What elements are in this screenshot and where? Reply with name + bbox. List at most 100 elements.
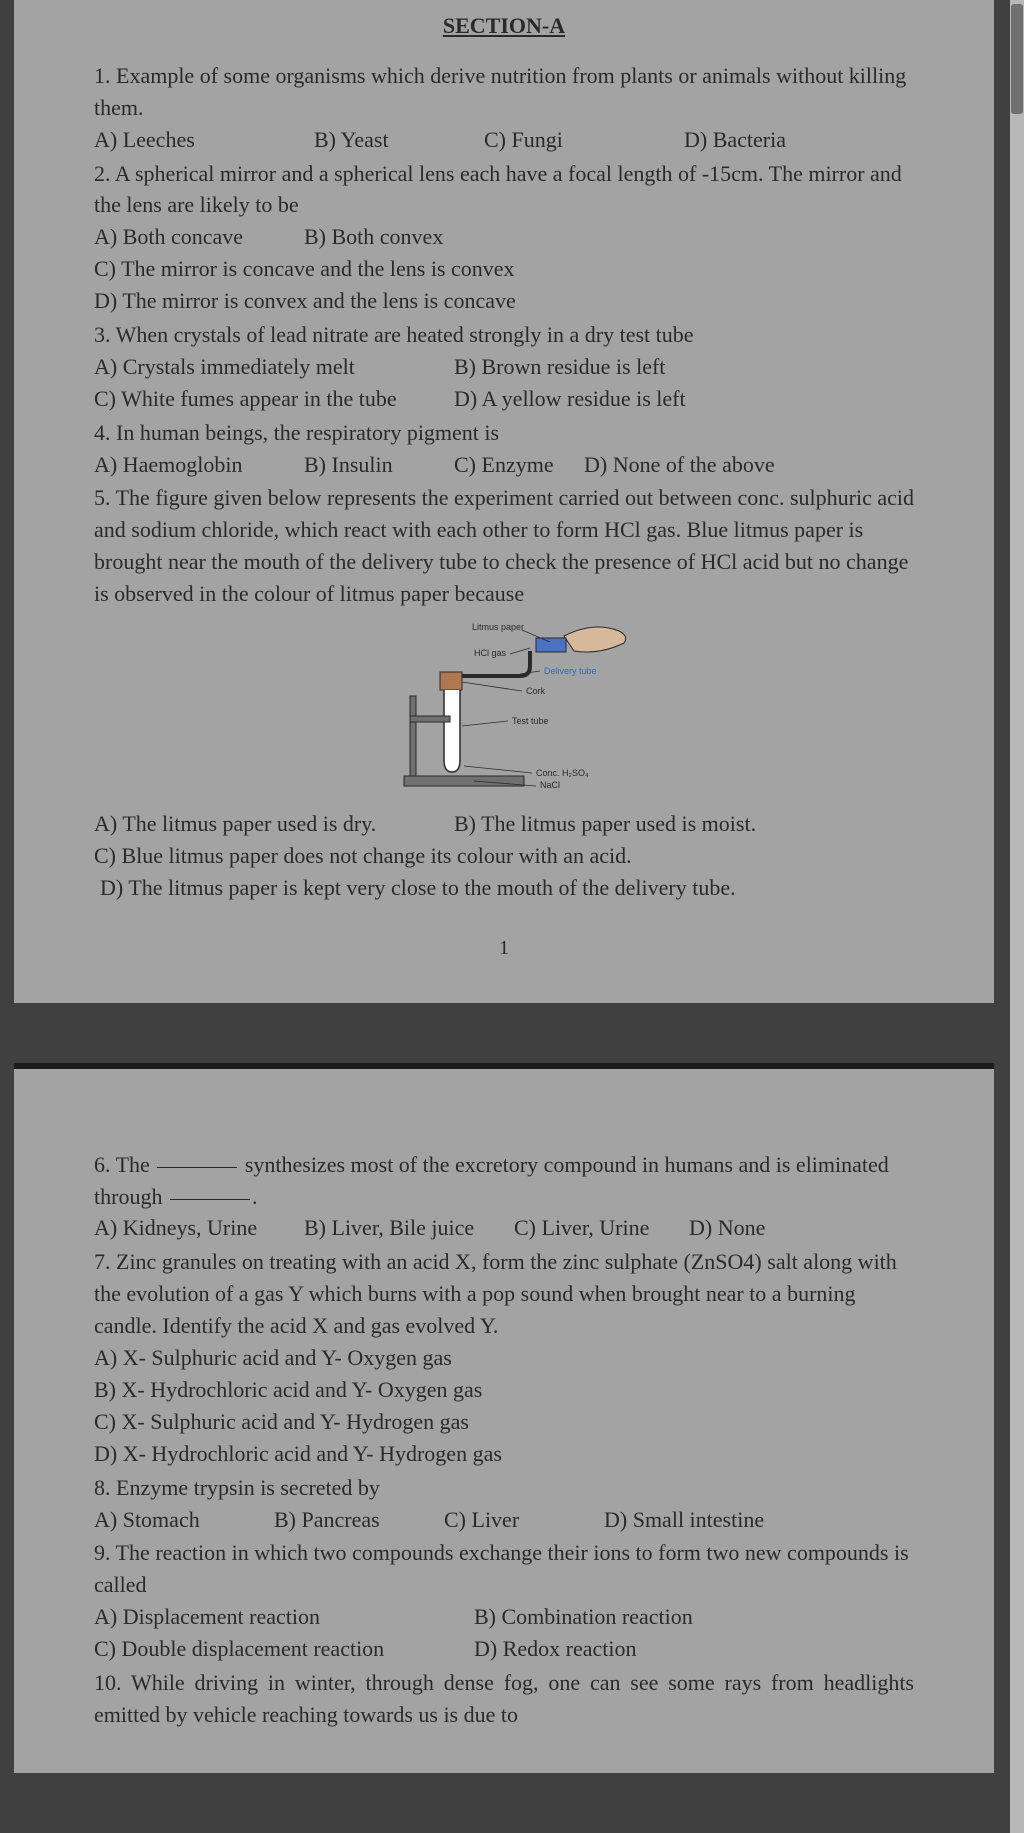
section-title: SECTION-A	[94, 10, 914, 42]
q-num: 7.	[94, 1249, 111, 1274]
q2-options-row1: A) Both concave B) Both convex	[94, 221, 914, 253]
q7-opt-b: B) X- Hydrochloric acid and Y- Oxygen ga…	[94, 1374, 914, 1406]
q4-opt-b: B) Insulin	[304, 449, 454, 481]
q8-opt-d: D) Small intestine	[604, 1504, 764, 1536]
q-num: 4.	[94, 420, 111, 445]
q9-opt-b: B) Combination reaction	[474, 1601, 693, 1633]
q3-opt-d: D) A yellow residue is left	[454, 383, 686, 415]
q-body: Example of some organisms which derive n…	[94, 63, 906, 120]
q6-opt-d: D) None	[689, 1212, 765, 1244]
q1-opt-d: D) Bacteria	[684, 124, 786, 156]
q2-opt-b: B) Both convex	[304, 221, 443, 253]
question-2: 2. A spherical mirror and a spherical le…	[94, 158, 914, 317]
question-text: 5. The figure given below represents the…	[94, 482, 914, 610]
fig-label-hcl: HCl gas	[474, 648, 507, 658]
q-body: A spherical mirror and a spherical lens …	[94, 161, 902, 218]
question-4: 4. In human beings, the respiratory pigm…	[94, 417, 914, 481]
q-body: Zinc granules on treating with an acid X…	[94, 1249, 897, 1338]
q-num: 3.	[94, 322, 111, 347]
q5-options-row1: A) The litmus paper used is dry. B) The …	[94, 808, 914, 840]
q6-opt-c: C) Liver, Urine	[514, 1212, 689, 1244]
q1-opt-b: B) Yeast	[314, 124, 484, 156]
q3-opt-c: C) White fumes appear in the tube	[94, 383, 454, 415]
q5-opt-d: D) The litmus paper is kept very close t…	[100, 872, 914, 904]
q4-opt-a: A) Haemoglobin	[94, 449, 304, 481]
question-text: 8. Enzyme trypsin is secreted by	[94, 1472, 914, 1504]
question-text: 7. Zinc granules on treating with an aci…	[94, 1246, 914, 1342]
q8-opt-a: A) Stomach	[94, 1504, 274, 1536]
q4-opt-c: C) Enzyme	[454, 449, 584, 481]
q3-opt-a: A) Crystals immediately melt	[94, 351, 454, 383]
q3-options-row2: C) White fumes appear in the tube D) A y…	[94, 383, 914, 415]
q8-opt-b: B) Pancreas	[274, 1504, 444, 1536]
fig-label-delivery: Delivery tube	[544, 666, 597, 676]
q3-options-row1: A) Crystals immediately melt B) Brown re…	[94, 351, 914, 383]
q-body: Enzyme trypsin is secreted by	[116, 1475, 380, 1500]
q4-options: A) Haemoglobin B) Insulin C) Enzyme D) N…	[94, 449, 914, 481]
q-body: While driving in winter, through dense f…	[94, 1670, 914, 1727]
page-column: SECTION-A 1. Example of some organisms w…	[0, 0, 1000, 1833]
fig-label-litmus: Litmus paper	[472, 622, 524, 632]
q8-options: A) Stomach B) Pancreas C) Liver D) Small…	[94, 1504, 914, 1536]
experiment-figure: Litmus paper HCl gas Delivery tube Cork …	[94, 616, 914, 806]
question-9: 9. The reaction in which two compounds e…	[94, 1537, 914, 1665]
q9-opt-c: C) Double displacement reaction	[94, 1633, 474, 1665]
q-body: In human beings, the respiratory pigment…	[116, 420, 499, 445]
blank-1	[157, 1167, 237, 1168]
question-text: 6. The synthesizes most of the excretory…	[94, 1149, 914, 1213]
q1-opt-a: A) Leeches	[94, 124, 314, 156]
q6-opt-b: B) Liver, Bile juice	[304, 1212, 514, 1244]
question-text: 1. Example of some organisms which deriv…	[94, 60, 914, 124]
q5-opt-a: A) The litmus paper used is dry.	[94, 808, 454, 840]
q4-opt-d: D) None of the above	[584, 449, 775, 481]
fig-label-conc: Conc. H₂SO₄	[536, 768, 589, 778]
question-text: 4. In human beings, the respiratory pigm…	[94, 417, 914, 449]
scrollbar-thumb[interactable]	[1011, 4, 1023, 114]
q3-opt-b: B) Brown residue is left	[454, 351, 665, 383]
q7-opt-d: D) X- Hydrochloric acid and Y- Hydrogen …	[94, 1438, 914, 1470]
q9-options-row1: A) Displacement reaction B) Combination …	[94, 1601, 914, 1633]
q9-options-row2: C) Double displacement reaction D) Redox…	[94, 1633, 914, 1665]
q-num: 6.	[94, 1152, 111, 1177]
q-num: 8.	[94, 1475, 111, 1500]
q5-opt-b: B) The litmus paper used is moist.	[454, 808, 756, 840]
question-6: 6. The synthesizes most of the excretory…	[94, 1149, 914, 1245]
q-num: 2.	[94, 161, 111, 186]
question-3: 3. When crystals of lead nitrate are hea…	[94, 319, 914, 415]
q5-opt-c: C) Blue litmus paper does not change its…	[94, 840, 914, 872]
fig-label-cork: Cork	[526, 686, 546, 696]
q7-opt-c: C) X- Sulphuric acid and Y- Hydrogen gas	[94, 1406, 914, 1438]
fig-label-testtube: Test tube	[512, 716, 549, 726]
blank-2	[170, 1199, 250, 1200]
q2-opt-a: A) Both concave	[94, 221, 304, 253]
q2-opt-d: D) The mirror is convex and the lens is …	[94, 285, 914, 317]
page-number-1: 1	[94, 934, 914, 963]
q1-options: A) Leeches B) Yeast C) Fungi D) Bacteria	[94, 124, 914, 156]
q6-part2: synthesizes most of the excretory compou…	[94, 1152, 889, 1209]
q9-opt-a: A) Displacement reaction	[94, 1601, 474, 1633]
q8-opt-c: C) Liver	[444, 1504, 604, 1536]
page-2: 6. The synthesizes most of the excretory…	[14, 1069, 994, 1773]
question-10: 10. While driving in winter, through den…	[94, 1667, 914, 1731]
q-body: When crystals of lead nitrate are heated…	[116, 322, 694, 347]
q7-opt-a: A) X- Sulphuric acid and Y- Oxygen gas	[94, 1342, 914, 1374]
scrollbar-track[interactable]	[1010, 0, 1024, 1833]
q-body: The reaction in which two compounds exch…	[94, 1540, 909, 1597]
question-8: 8. Enzyme trypsin is secreted by A) Stom…	[94, 1472, 914, 1536]
q1-opt-c: C) Fungi	[484, 124, 684, 156]
viewport: SECTION-A 1. Example of some organisms w…	[0, 0, 1024, 1833]
q2-opt-c: C) The mirror is concave and the lens is…	[94, 253, 914, 285]
question-text: 3. When crystals of lead nitrate are hea…	[94, 319, 914, 351]
q-num: 1.	[94, 63, 111, 88]
q6-options: A) Kidneys, Urine B) Liver, Bile juice C…	[94, 1212, 914, 1244]
fig-label-nacl: NaCl	[540, 780, 560, 790]
question-7: 7. Zinc granules on treating with an aci…	[94, 1246, 914, 1469]
q-num: 5.	[94, 485, 111, 510]
question-5: 5. The figure given below represents the…	[94, 482, 914, 903]
q6-opt-a: A) Kidneys, Urine	[94, 1212, 304, 1244]
q6-part3: .	[252, 1184, 258, 1209]
question-text: 10. While driving in winter, through den…	[94, 1667, 914, 1731]
q-body: The figure given below represents the ex…	[94, 485, 914, 606]
q-num: 9.	[94, 1540, 111, 1565]
q6-part1: The	[116, 1152, 156, 1177]
